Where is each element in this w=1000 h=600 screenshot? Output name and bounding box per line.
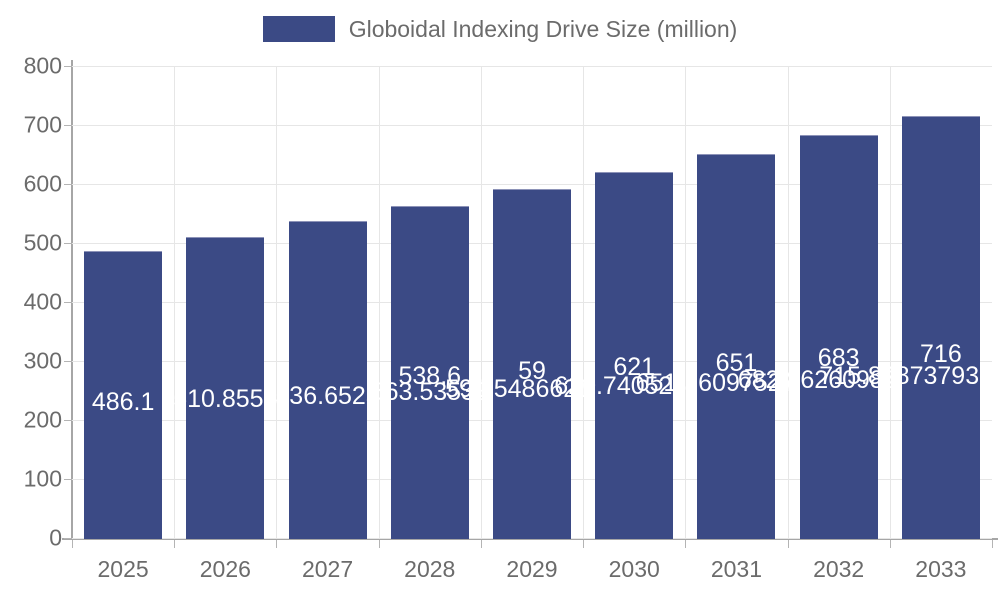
gridline-horizontal <box>72 125 992 126</box>
chart-legend[interactable]: Globoidal Indexing Drive Size (million) <box>0 12 1000 46</box>
bar-2027[interactable] <box>288 221 367 539</box>
bar-2028[interactable] <box>390 205 469 539</box>
y-axis-tick-label: 500 <box>23 229 62 256</box>
gridline-vertical <box>788 66 789 538</box>
x-axis-tick-mark <box>481 540 482 548</box>
x-axis-tick-mark <box>890 540 891 548</box>
y-axis-tick-label: 700 <box>23 111 62 138</box>
x-axis-tick-mark <box>583 540 584 548</box>
bar-2026[interactable] <box>186 236 265 539</box>
gridline-vertical <box>174 66 175 538</box>
bar-2032[interactable] <box>799 135 878 539</box>
y-axis-tick-mark <box>64 184 72 185</box>
x-axis-tick-mark <box>788 540 789 548</box>
gridline-vertical <box>276 66 277 538</box>
x-axis-tick-mark <box>685 540 686 548</box>
bar-2031[interactable] <box>697 153 776 539</box>
x-axis-tick-mark <box>992 540 993 548</box>
bar-2030[interactable] <box>595 171 674 539</box>
gridline-horizontal <box>72 66 992 67</box>
x-axis-tick-label: 2025 <box>97 556 149 582</box>
y-axis-tick-label: 200 <box>23 406 62 433</box>
x-axis-tick-label: 2026 <box>199 556 251 582</box>
y-axis-line <box>71 60 73 540</box>
bar-2025[interactable] <box>84 251 163 539</box>
bar-2033[interactable] <box>901 115 980 539</box>
y-axis-tick-mark <box>64 361 72 362</box>
y-axis-tick-mark <box>64 302 72 303</box>
gridline-vertical <box>379 66 380 538</box>
x-axis-tick-label: 2030 <box>608 556 660 582</box>
gridline-vertical <box>583 66 584 538</box>
y-axis-tick-label: 100 <box>23 465 62 492</box>
x-axis-tick-mark <box>72 540 73 548</box>
y-axis-tick-mark <box>64 420 72 421</box>
y-axis-tick-label: 600 <box>23 170 62 197</box>
y-axis-tick-mark <box>64 538 72 539</box>
x-axis-tick-label: 2029 <box>506 556 558 582</box>
y-axis-tick-label: 400 <box>23 288 62 315</box>
y-axis-tick-mark <box>64 66 72 67</box>
plot-area: 486.1 510.8555 536.6525 563.53538 538.6 591.5… <box>72 66 1000 539</box>
legend-color-swatch <box>262 16 335 42</box>
x-axis-tick-mark <box>379 540 380 548</box>
legend-label: Globoidal Indexing Drive Size (million) <box>348 15 738 42</box>
gridline-vertical <box>890 66 891 538</box>
y-axis-tick-label: 800 <box>23 52 62 79</box>
x-axis-tick-mark <box>276 540 277 548</box>
x-axis-tick-mark <box>174 540 175 548</box>
x-axis-tick-label: 2032 <box>813 556 865 582</box>
y-axis-tick-label: 300 <box>23 347 62 374</box>
gridline-vertical <box>685 66 686 538</box>
gridline-vertical <box>481 66 482 538</box>
bar-2029[interactable] <box>493 188 571 539</box>
x-axis-line <box>62 538 998 540</box>
x-axis-tick-label: 2033 <box>915 556 967 582</box>
x-axis-tick-label: 2027 <box>301 556 354 582</box>
y-axis-tick-mark <box>64 125 72 126</box>
y-axis-tick-label: 0 <box>49 524 62 551</box>
gridline-horizontal <box>72 184 992 185</box>
x-axis-tick-label: 2031 <box>710 556 763 582</box>
x-axis-tick-label: 2028 <box>404 556 456 582</box>
y-axis-tick-mark <box>64 479 72 480</box>
y-axis-tick-mark <box>64 243 72 244</box>
